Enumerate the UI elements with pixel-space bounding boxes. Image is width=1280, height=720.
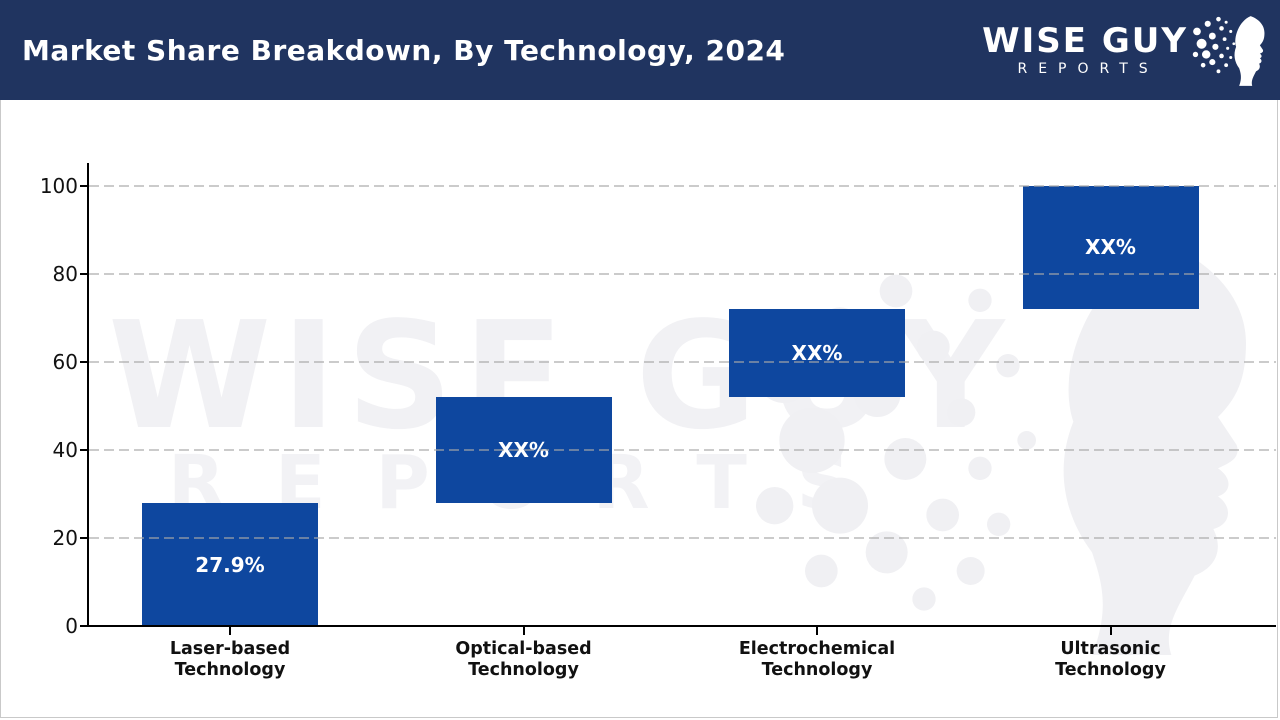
bar-value-label: XX% (498, 438, 549, 463)
page-title: Market Share Breakdown, By Technology, 2… (22, 33, 786, 67)
wiseguy-logo: WISE GUY REPORTS (982, 3, 1266, 97)
bar-segment: 27.9% (142, 503, 318, 626)
bar-value-label: XX% (791, 340, 843, 365)
bar-value-label: 27.9% (195, 552, 265, 577)
wiseguy-logo-text: WISE GUY REPORTS (982, 23, 1188, 77)
bar-segment: XX% (435, 397, 612, 504)
bar-segment: XX% (1022, 186, 1199, 309)
logo-sub-text: REPORTS (1017, 61, 1159, 77)
bar-value-label: XX% (1085, 235, 1136, 260)
logo-name-text: WISE GUY (982, 21, 1188, 61)
bar-segment: XX% (729, 308, 905, 398)
header-bar: Market Share Breakdown, By Technology, 2… (0, 0, 1280, 100)
wiseguy-head-icon (1192, 16, 1265, 86)
